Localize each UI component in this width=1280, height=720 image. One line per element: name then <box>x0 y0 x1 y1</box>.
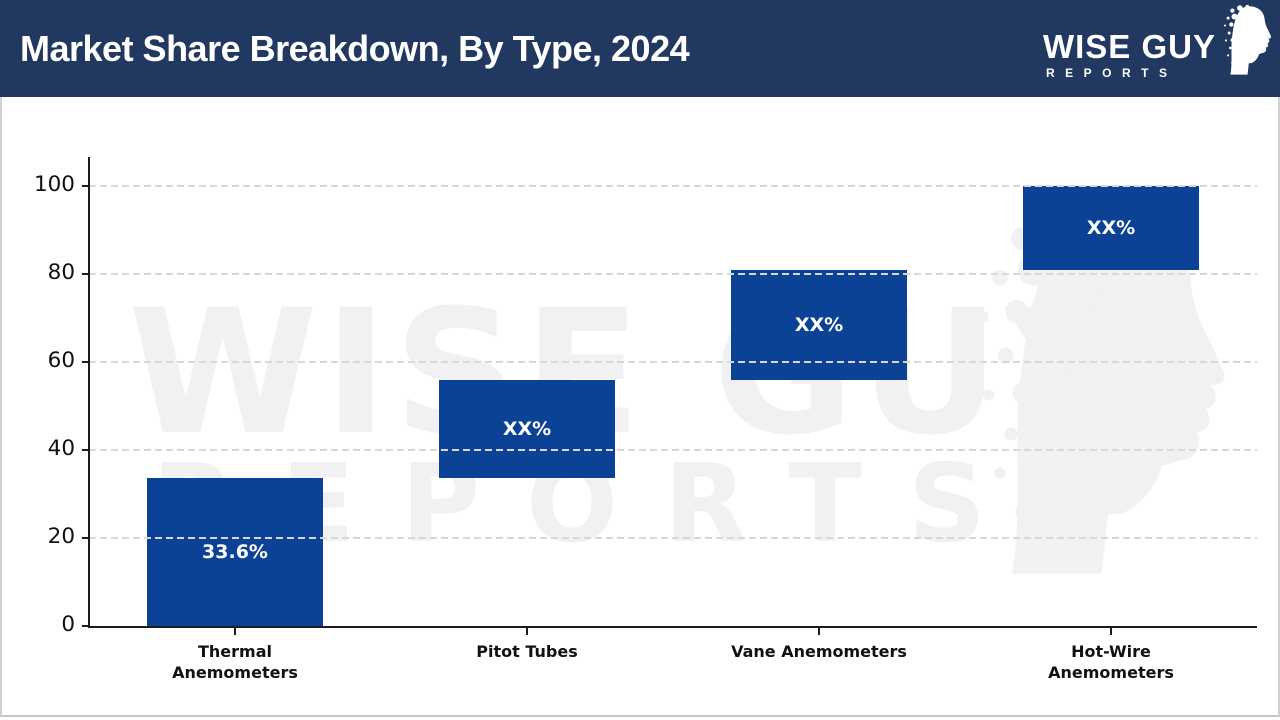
y-tick-label: 20 <box>47 524 75 549</box>
y-tick-mark <box>82 625 88 627</box>
bar-value-label: XX% <box>794 313 844 336</box>
x-category-label: Vane Anemometers <box>731 642 907 661</box>
gridline <box>89 273 1257 275</box>
bar: 33.6% <box>147 478 323 626</box>
x-tick-mark <box>526 628 528 635</box>
header: Market Share Breakdown, By Type, 2024 WI… <box>0 0 1280 97</box>
gridline <box>89 185 1257 187</box>
y-axis-line <box>88 157 90 628</box>
y-tick-label: 100 <box>33 172 75 197</box>
bar: XX% <box>1023 186 1199 270</box>
bar: XX% <box>439 379 615 479</box>
bar-value-label: XX% <box>502 417 552 440</box>
y-tick-label: 0 <box>61 612 75 637</box>
gridline <box>89 537 1257 539</box>
bar-value-label: XX% <box>1086 216 1136 239</box>
wise-guy-logo: WISE GUY REPORTS <box>1043 4 1274 94</box>
logo-head-dots <box>1223 4 1257 71</box>
logo-wordmark: WISE GUY <box>1042 28 1216 65</box>
logo-text: WISE GUY REPORTS <box>1043 30 1216 80</box>
y-tick-mark <box>82 449 88 451</box>
x-axis-line <box>88 626 1257 628</box>
x-category-label: Hot-Wire Anemometers <box>1048 642 1174 682</box>
y-tick-mark <box>82 537 88 539</box>
bar: XX% <box>731 269 907 380</box>
x-category-label: Pitot Tubes <box>476 642 578 661</box>
logo-subtitle: REPORTS <box>1045 66 1178 80</box>
y-tick-mark <box>82 273 88 275</box>
y-tick-label: 40 <box>47 436 75 461</box>
x-tick-mark <box>1110 628 1112 635</box>
y-tick-label: 60 <box>47 348 75 373</box>
x-category-label: Thermal Anemometers <box>172 642 298 682</box>
y-tick-label: 80 <box>47 260 75 285</box>
x-tick-mark <box>818 628 820 635</box>
gridline <box>89 449 1257 451</box>
watermark-wordmark: WISE GUY <box>128 272 1137 473</box>
y-tick-mark <box>82 361 88 363</box>
bar-value-label: 33.6% <box>202 541 268 564</box>
x-tick-mark <box>234 628 236 635</box>
logo-head-icon <box>1223 4 1272 75</box>
gridline <box>89 361 1257 363</box>
page-title: Market Share Breakdown, By Type, 2024 <box>20 27 690 69</box>
y-tick-mark <box>82 185 88 187</box>
